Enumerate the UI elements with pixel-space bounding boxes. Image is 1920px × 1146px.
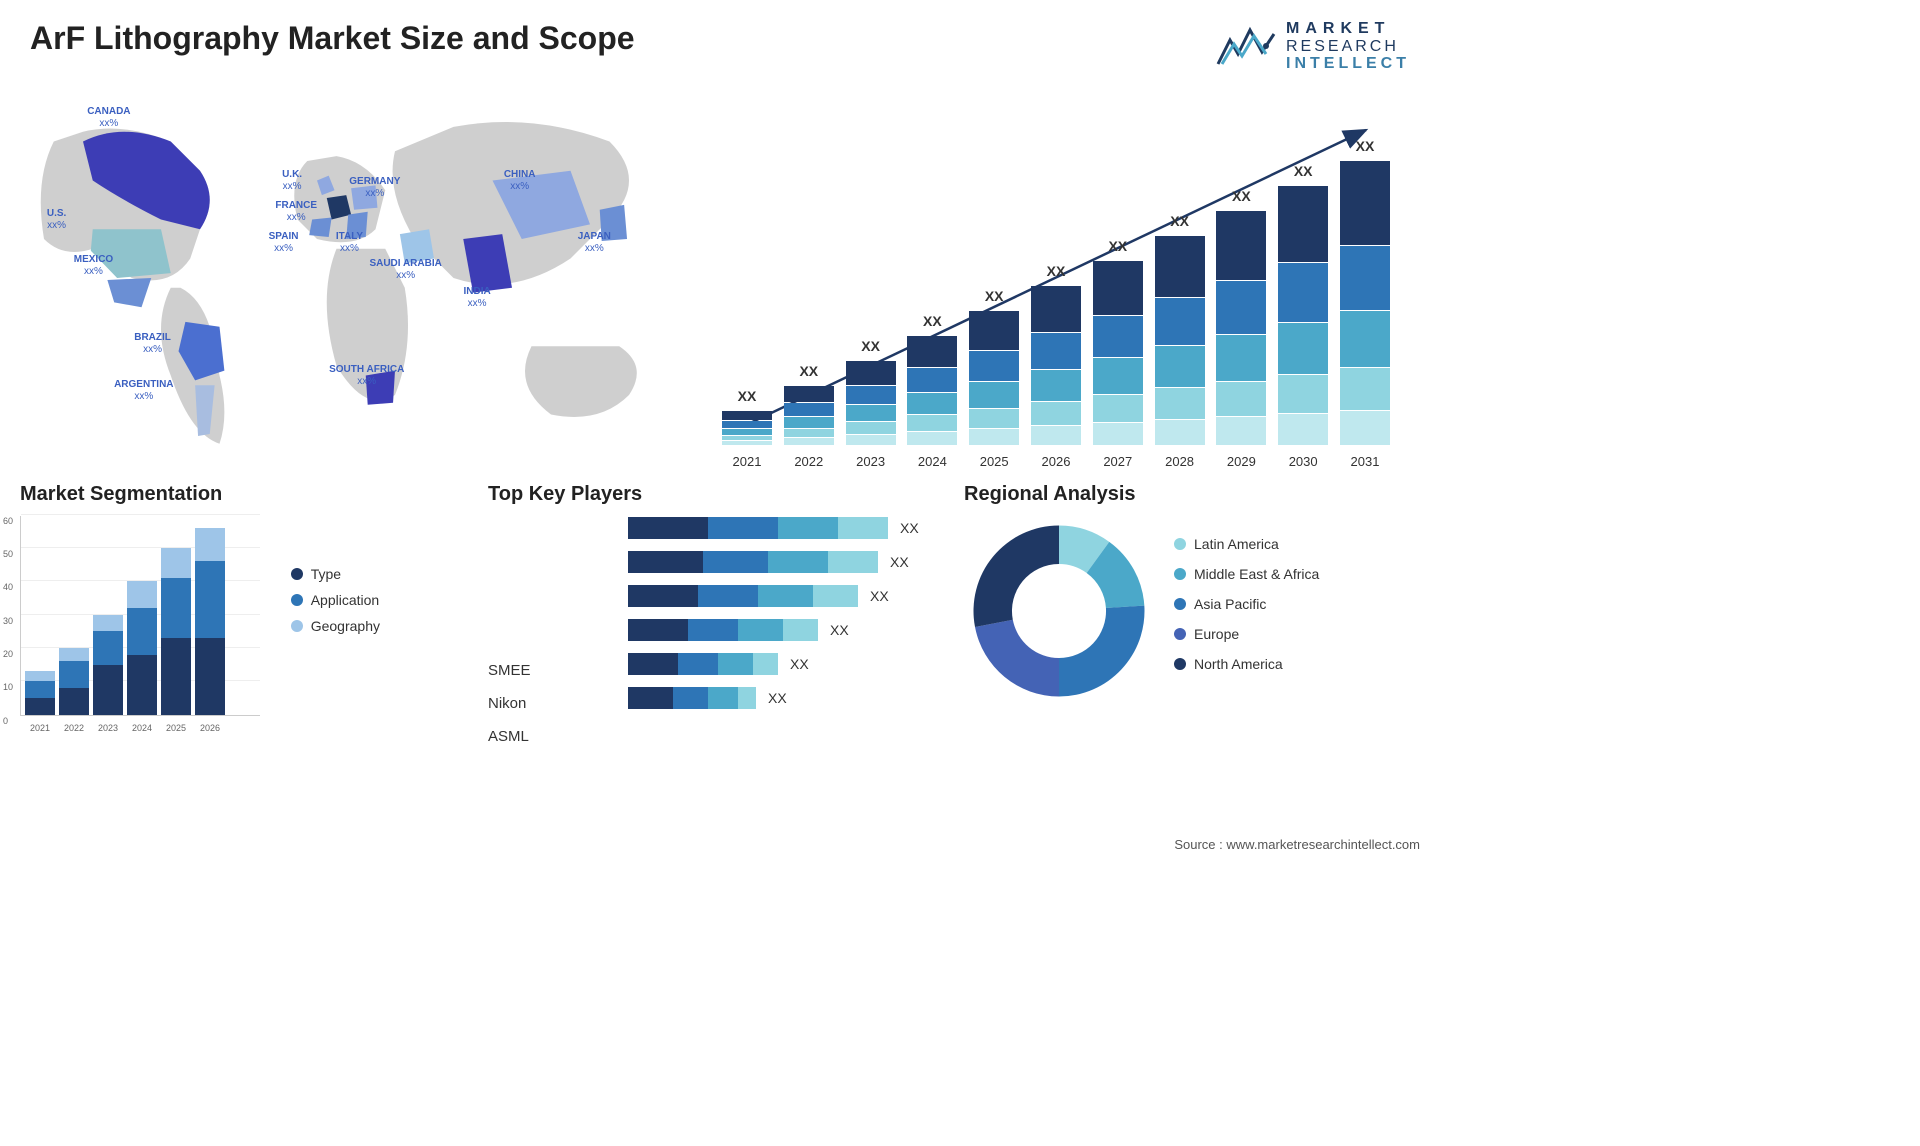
growth-bar: XX2022 bbox=[784, 385, 834, 445]
donut-segment bbox=[974, 525, 1060, 627]
growth-bar: XX2029 bbox=[1216, 210, 1266, 445]
map-label: JAPANxx% bbox=[578, 231, 611, 255]
growth-chart-panel: XX2021XX2022XX2023XX2024XX2025XX2026XX20… bbox=[692, 83, 1420, 473]
player-row: XX bbox=[628, 550, 954, 574]
segmentation-bar: 2022 bbox=[59, 648, 89, 715]
player-row: XX bbox=[628, 584, 954, 608]
map-label: BRAZILxx% bbox=[134, 332, 171, 356]
growth-bar: XX2023 bbox=[846, 360, 896, 445]
growth-bar: XX2024 bbox=[907, 335, 957, 445]
map-label: CHINAxx% bbox=[504, 169, 536, 193]
players-visible-labels: SMEENikonASML bbox=[488, 654, 531, 753]
segmentation-bar: 2023 bbox=[93, 615, 123, 715]
segmentation-bar: 2024 bbox=[127, 581, 157, 714]
legend-item: Europe bbox=[1174, 626, 1319, 642]
player-row: XX bbox=[628, 516, 954, 540]
regional-donut bbox=[964, 516, 1154, 706]
world-map bbox=[20, 83, 692, 473]
donut-segment bbox=[975, 620, 1059, 697]
player-row: XX bbox=[628, 686, 954, 710]
regional-legend: Latin America Middle East & Africa Asia Pa… bbox=[1174, 536, 1319, 686]
regional-panel: Regional Analysis Latin America Middle Ea… bbox=[964, 483, 1440, 753]
map-label: INDIAxx% bbox=[464, 286, 491, 310]
map-label: FRANCExx% bbox=[275, 200, 317, 224]
page-title: ArF Lithography Market Size and Scope bbox=[30, 20, 635, 57]
logo-line3: INTELLECT bbox=[1286, 55, 1410, 73]
logo-line1: MARKET bbox=[1286, 20, 1410, 38]
players-chart: XX XX XX XX XX XX bbox=[488, 516, 954, 710]
growth-bar: XX2028 bbox=[1155, 235, 1205, 445]
map-label: SAUDI ARABIAxx% bbox=[369, 258, 441, 282]
segmentation-chart: 0102030405060202120222023202420252026 bbox=[20, 516, 260, 716]
growth-bar: XX2026 bbox=[1031, 285, 1081, 445]
legend-item: Type bbox=[291, 566, 380, 582]
growth-bar: XX2030 bbox=[1278, 185, 1328, 445]
map-label: GERMANYxx% bbox=[349, 176, 400, 200]
player-label: Nikon bbox=[488, 687, 531, 720]
player-row: XX bbox=[628, 618, 954, 642]
legend-item: Geography bbox=[291, 618, 380, 634]
map-label: MEXICOxx% bbox=[74, 254, 113, 278]
map-label: U.K.xx% bbox=[282, 169, 302, 193]
map-label: ARGENTINAxx% bbox=[114, 379, 173, 403]
growth-chart: XX2021XX2022XX2023XX2024XX2025XX2026XX20… bbox=[722, 103, 1390, 473]
growth-bar: XX2021 bbox=[722, 410, 772, 445]
segmentation-title: Market Segmentation bbox=[20, 483, 468, 506]
segmentation-legend: Type Application Geography bbox=[291, 566, 380, 644]
legend-item: Asia Pacific bbox=[1174, 596, 1319, 612]
players-title: Top Key Players bbox=[488, 483, 954, 506]
legend-item: Middle East & Africa bbox=[1174, 566, 1319, 582]
logo-icon bbox=[1216, 24, 1276, 68]
segmentation-panel: Market Segmentation 01020304050602021202… bbox=[20, 483, 468, 753]
growth-bar: XX2031 bbox=[1340, 160, 1390, 445]
map-label: SOUTH AFRICAxx% bbox=[329, 364, 404, 388]
brand-logo: MARKET RESEARCH INTELLECT bbox=[1216, 20, 1410, 73]
segmentation-bar: 2021 bbox=[25, 671, 55, 714]
player-label: ASML bbox=[488, 720, 531, 753]
segmentation-bar: 2025 bbox=[161, 548, 191, 715]
growth-bar: XX2025 bbox=[969, 310, 1019, 445]
map-label: ITALYxx% bbox=[336, 231, 363, 255]
legend-item: Application bbox=[291, 592, 380, 608]
source-text: Source : www.marketresearchintellect.com bbox=[1174, 837, 1420, 852]
map-label: SPAINxx% bbox=[269, 231, 299, 255]
segmentation-bar: 2026 bbox=[195, 528, 225, 715]
legend-item: Latin America bbox=[1174, 536, 1319, 552]
player-label: SMEE bbox=[488, 654, 531, 687]
map-label: CANADAxx% bbox=[87, 106, 130, 130]
regional-title: Regional Analysis bbox=[964, 483, 1440, 506]
players-panel: Top Key Players XX XX XX XX XX XX SMEENikonAS… bbox=[478, 483, 954, 753]
growth-bar: XX2027 bbox=[1093, 260, 1143, 445]
map-label: U.S.xx% bbox=[47, 208, 66, 232]
donut-segment bbox=[1059, 605, 1145, 696]
player-row: XX bbox=[628, 652, 954, 676]
legend-item: North America bbox=[1174, 656, 1319, 672]
world-map-panel: CANADAxx% U.S.xx% MEXICOxx% BRAZILxx% ARGENT… bbox=[20, 83, 692, 473]
logo-line2: RESEARCH bbox=[1286, 38, 1410, 56]
